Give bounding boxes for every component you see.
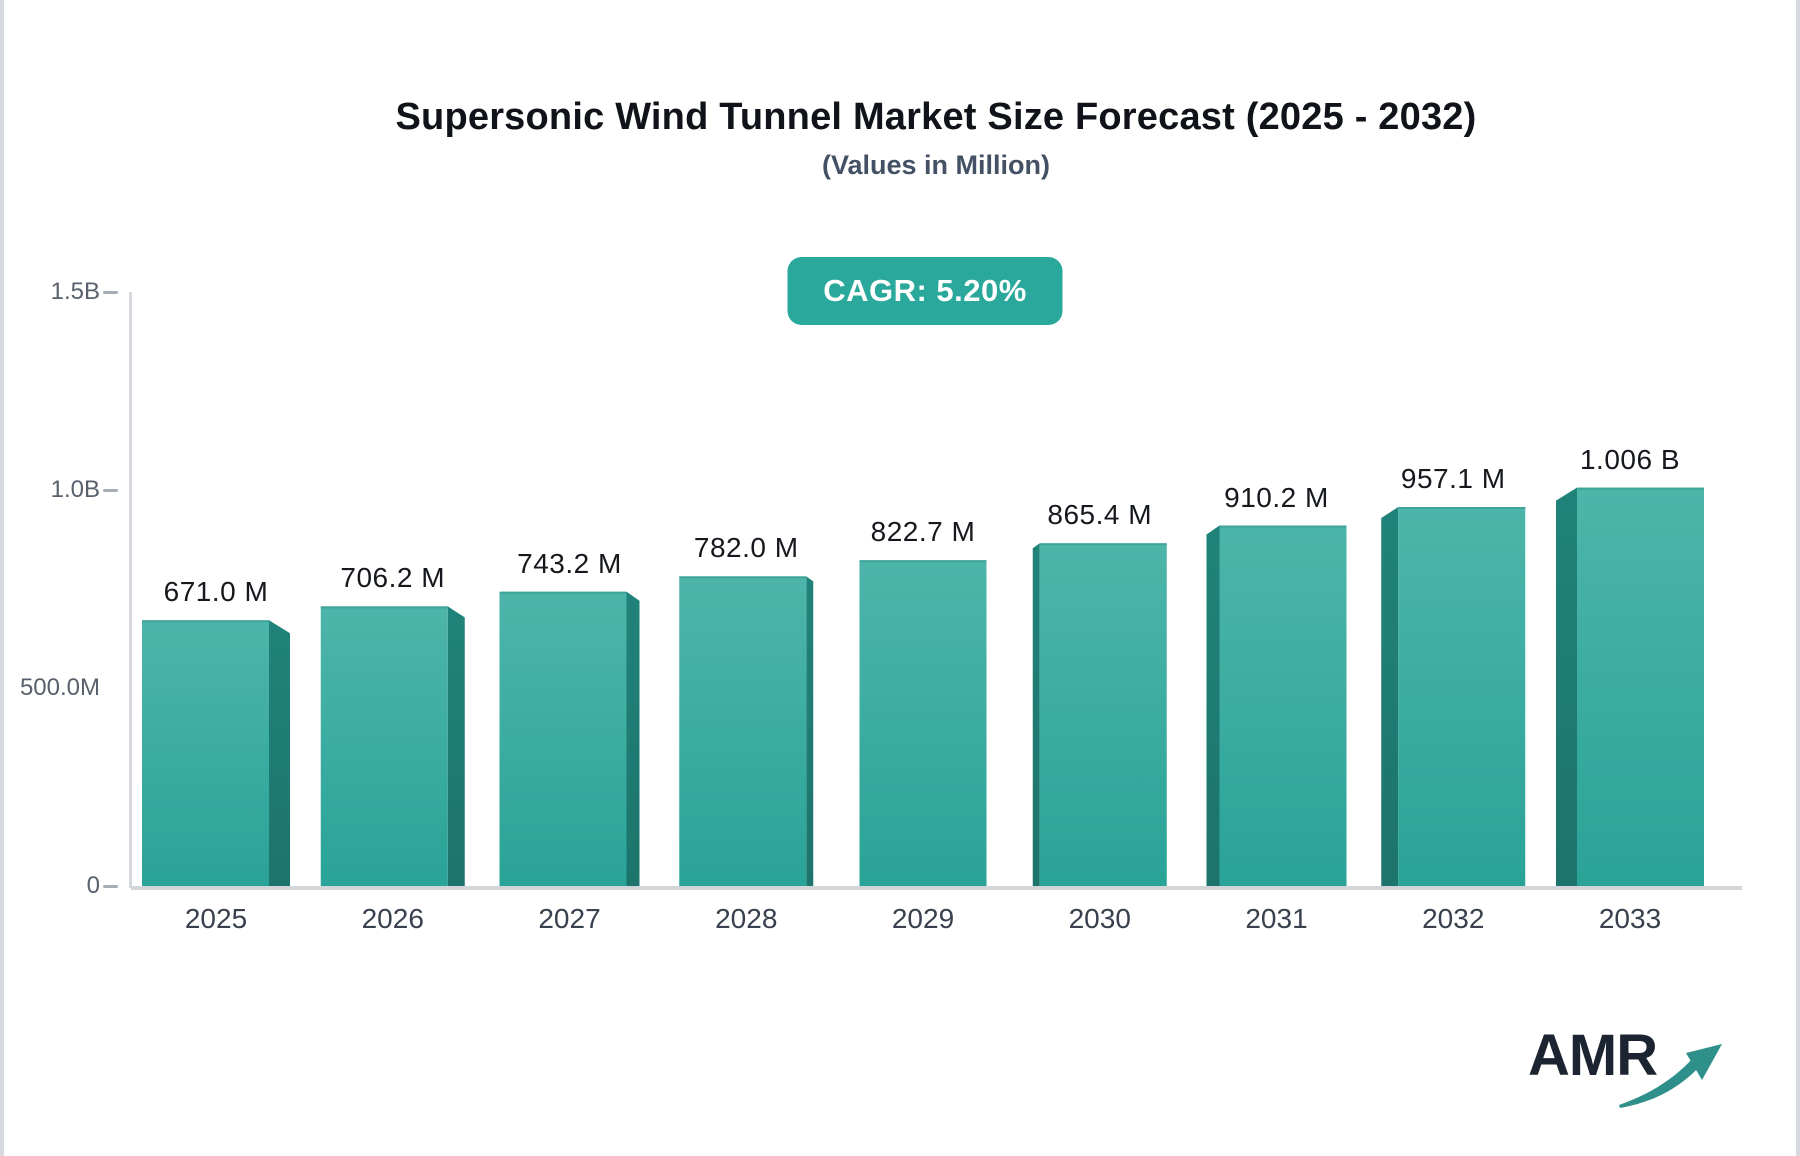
bar-2032 xyxy=(1398,506,1526,886)
chart-subtitle: (Values in Million) xyxy=(821,150,1051,180)
bar-value-label-2029: 822.7 M xyxy=(870,516,976,548)
x-axis-label-2032: 2032 xyxy=(1422,903,1485,934)
bar-2033 xyxy=(1577,487,1704,886)
y-axis-tick-mark xyxy=(103,290,118,294)
bar-3d-side-2028 xyxy=(806,576,814,886)
x-axis-label-2029: 2029 xyxy=(891,903,955,934)
x-axis-label-2031: 2031 xyxy=(1245,903,1308,934)
bar-2030 xyxy=(1039,543,1167,886)
x-axis-label-2026: 2026 xyxy=(361,903,424,934)
y-axis-tick-mark xyxy=(103,884,118,888)
x-axis-label-2030: 2030 xyxy=(1068,903,1131,934)
bar-3d-side-2031 xyxy=(1206,525,1220,886)
amr-logo: AMR xyxy=(1528,1022,1722,1112)
bar-2029 xyxy=(859,560,987,886)
bar-2028 xyxy=(679,576,807,886)
amr-logo-text: AMR xyxy=(1528,1023,1658,1088)
bar-value-label-2026: 706.2 M xyxy=(340,562,446,594)
y-axis-tick-label: 1.0B xyxy=(50,476,100,503)
page-left-edge xyxy=(0,0,4,1156)
bar-3d-side-2032 xyxy=(1381,506,1399,886)
bar-3d-side-2025 xyxy=(269,620,290,886)
y-axis-line xyxy=(129,292,132,888)
y-axis-tick-label: 0 xyxy=(86,872,100,899)
bar-value-label-2027: 743.2 M xyxy=(517,547,622,579)
bar-value-label-2032: 957.1 M xyxy=(1400,462,1506,494)
x-axis-label-2027: 2027 xyxy=(538,903,601,934)
bar-value-label-2028: 782.0 M xyxy=(693,532,799,564)
y-axis-tick-mark xyxy=(103,488,118,492)
x-axis-baseline xyxy=(131,886,1742,890)
bar-2025 xyxy=(142,620,269,886)
page-right-edge xyxy=(1796,0,1800,1156)
bar-2031 xyxy=(1219,525,1347,886)
bar-value-label-2031: 910.2 M xyxy=(1224,481,1329,513)
bar-2026 xyxy=(320,606,448,886)
y-axis-tick-label: 1.5B xyxy=(50,278,100,305)
bar-3d-side-2027 xyxy=(626,591,640,886)
x-axis-label-2033: 2033 xyxy=(1598,903,1662,934)
cagr-badge: CAGR: 5.20% xyxy=(787,257,1063,325)
y-axis-tick-label: 500.0M xyxy=(19,674,100,701)
bar-value-label-2030: 865.4 M xyxy=(1047,499,1153,531)
bar-value-label-2033: 1.006 B xyxy=(1579,443,1681,475)
chart-title: Supersonic Wind Tunnel Market Size Forec… xyxy=(395,96,1477,138)
growth-arrow-icon xyxy=(1619,1044,1722,1108)
bar-3d-side-2030 xyxy=(1032,543,1040,886)
bar-value-label-2025: 671.0 M xyxy=(163,576,269,608)
bar-3d-side-2026 xyxy=(447,606,465,886)
bar-3d-side-2033 xyxy=(1556,487,1577,886)
bar-2027 xyxy=(499,591,627,886)
x-axis-label-2028: 2028 xyxy=(715,903,778,934)
x-axis-label-2025: 2025 xyxy=(184,903,248,934)
